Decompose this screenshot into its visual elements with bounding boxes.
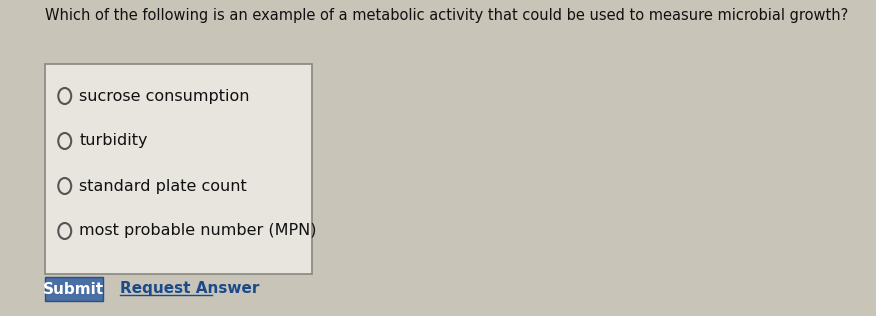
FancyBboxPatch shape — [45, 64, 312, 274]
Text: Request Answer: Request Answer — [120, 282, 259, 296]
Text: turbidity: turbidity — [80, 133, 148, 149]
Text: standard plate count: standard plate count — [80, 179, 247, 193]
Text: most probable number (MPN): most probable number (MPN) — [80, 223, 317, 239]
Text: Which of the following is an example of a metabolic activity that could be used : Which of the following is an example of … — [45, 8, 848, 23]
Text: sucrose consumption: sucrose consumption — [80, 88, 250, 104]
FancyBboxPatch shape — [45, 277, 102, 301]
Text: Submit: Submit — [43, 282, 104, 296]
